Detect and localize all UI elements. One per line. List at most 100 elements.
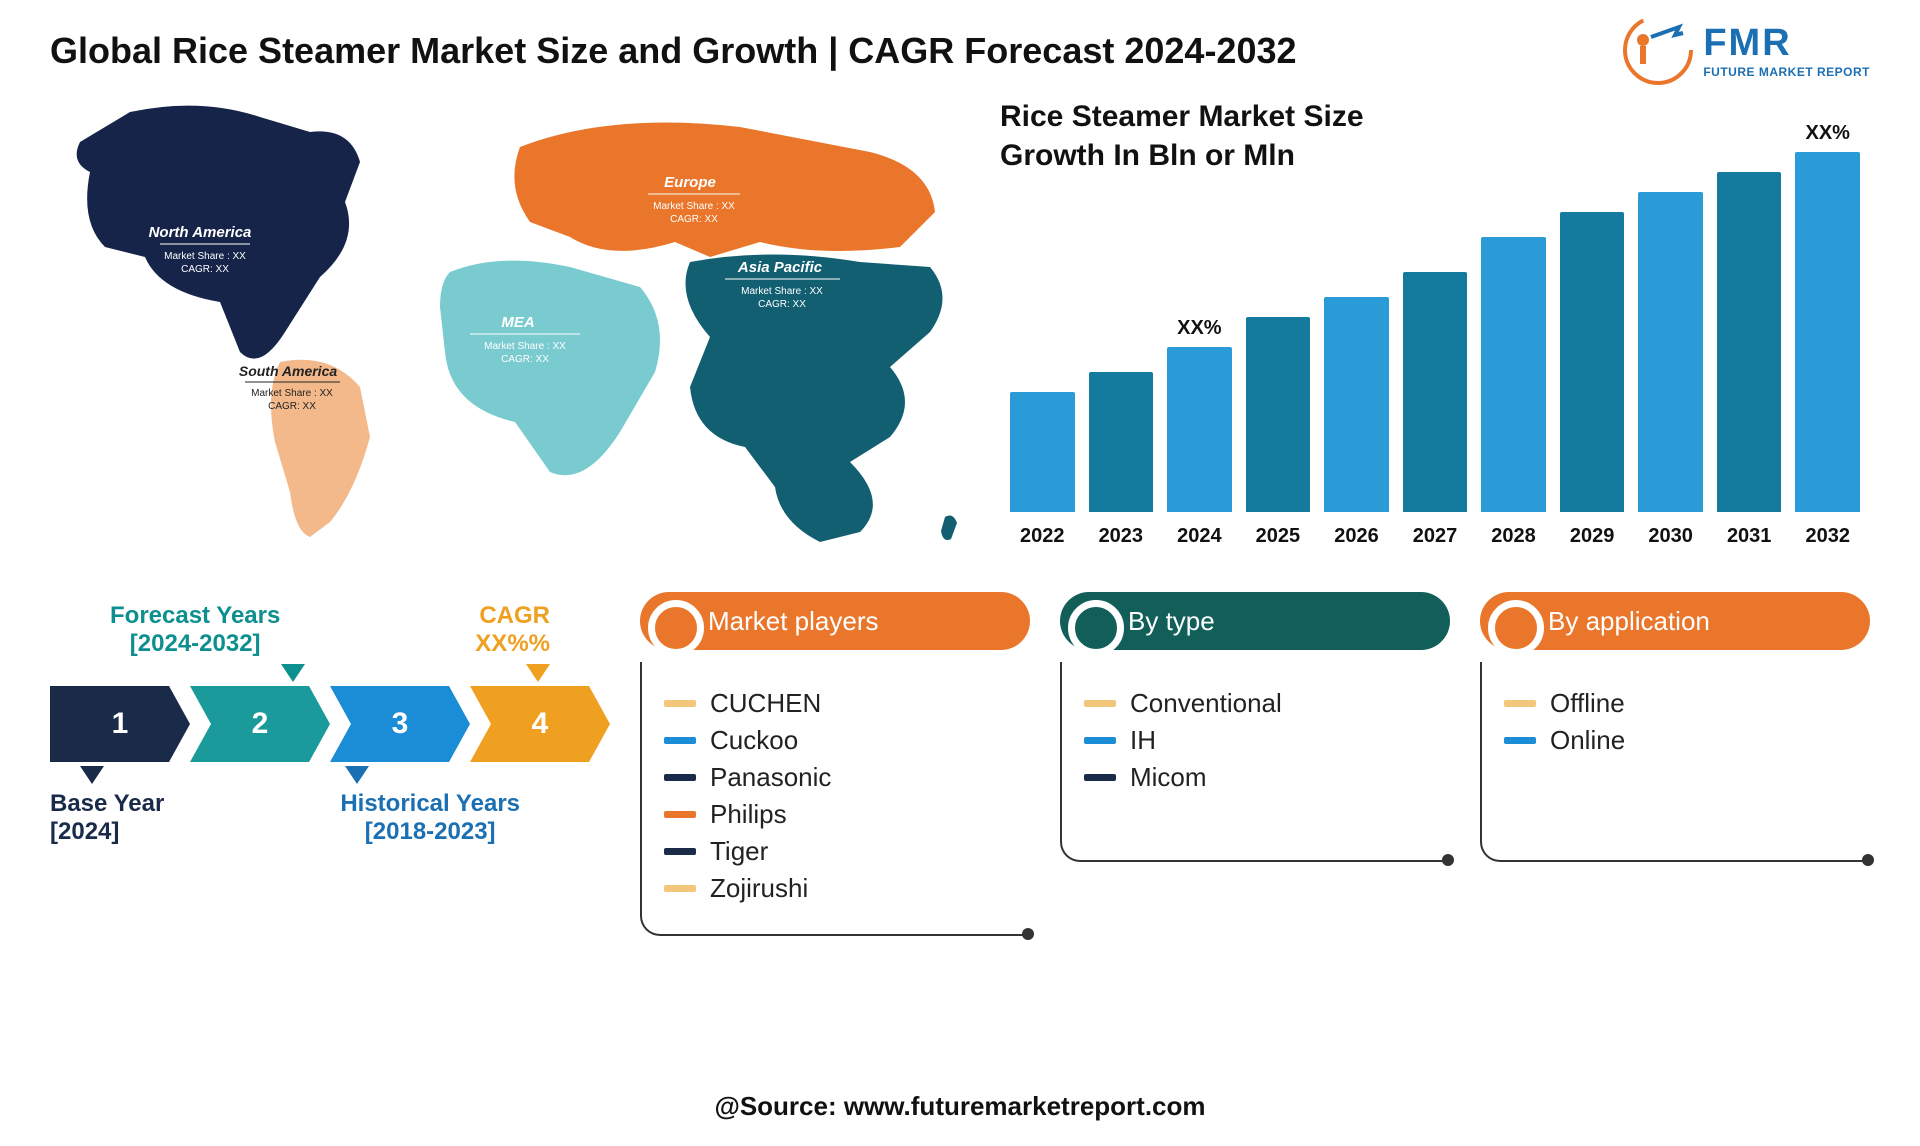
category-item: Zojirushi xyxy=(664,873,1010,904)
timeline-step: 4 xyxy=(470,686,610,762)
bar-annotation: XX% xyxy=(1806,122,1850,145)
region-mea-share: Market Share : XX xyxy=(484,341,566,352)
bar-column: 2027 xyxy=(1403,272,1468,512)
timeline-step: 3 xyxy=(330,686,470,762)
category-item-label: Micom xyxy=(1130,762,1207,793)
triangle-down-icon xyxy=(80,766,104,784)
category-item-label: Zojirushi xyxy=(710,873,808,904)
region-asia-pacific xyxy=(686,255,943,543)
triangle-down-icon xyxy=(526,664,550,682)
region-na-label: North America xyxy=(149,224,252,241)
chart-bar xyxy=(1167,347,1232,512)
category-header: By application xyxy=(1480,592,1870,650)
chart-bar xyxy=(1795,152,1860,512)
dash-icon xyxy=(1504,737,1536,744)
triangle-down-icon xyxy=(281,664,305,682)
bar-column: 2022 xyxy=(1010,392,1075,512)
region-south-america xyxy=(271,360,370,537)
bar-column: 2030 xyxy=(1638,192,1703,512)
category-item: CUCHEN xyxy=(664,688,1010,719)
bar-year-label: 2023 xyxy=(1099,525,1144,548)
bar-column: 2029 xyxy=(1560,212,1625,512)
bar-year-label: 2027 xyxy=(1413,525,1458,548)
world-map-svg: North America Market Share : XX CAGR: XX… xyxy=(50,92,970,552)
triangle-down-icon xyxy=(345,766,369,784)
bar-year-label: 2026 xyxy=(1334,525,1379,548)
category-item: Philips xyxy=(664,799,1010,830)
category-by-type: By type Conventional IH Micom xyxy=(1060,592,1450,862)
dash-icon xyxy=(1084,737,1116,744)
region-na-cagr: CAGR: XX xyxy=(181,264,229,275)
dash-icon xyxy=(1084,774,1116,781)
category-item-label: Panasonic xyxy=(710,762,831,793)
growth-bar-chart: Rice Steamer Market Size Growth In Bln o… xyxy=(1000,92,1870,552)
dash-icon xyxy=(664,885,696,892)
timeline-step: 1 xyxy=(50,686,190,762)
chevron-steps: 1234 xyxy=(50,686,610,762)
category-market-players: Market players CUCHEN Cuckoo Panasonic Phil… xyxy=(640,592,1030,936)
logo-text-sub: FUTURE MARKET REPORT xyxy=(1703,65,1870,79)
dash-icon xyxy=(664,811,696,818)
bar-year-label: 2032 xyxy=(1805,525,1850,548)
category-item-label: Offline xyxy=(1550,688,1625,719)
chart-bar xyxy=(1089,372,1154,512)
category-item: IH xyxy=(1084,725,1430,756)
chart-bar xyxy=(1638,192,1703,512)
region-mea-label: MEA xyxy=(501,314,534,331)
region-ap-share: Market Share : XX xyxy=(741,286,823,297)
region-mea-cagr: CAGR: XX xyxy=(501,354,549,365)
region-na-share: Market Share : XX xyxy=(164,251,246,262)
region-eu-label: Europe xyxy=(664,174,716,191)
bar-column: 2024XX% xyxy=(1167,347,1232,512)
bar-column: 2023 xyxy=(1089,372,1154,512)
region-ap-label: Asia Pacific xyxy=(737,259,823,276)
timeline: Forecast Years [2024-2032] CAGR XX%% 123… xyxy=(50,592,610,846)
category-item: Micom xyxy=(1084,762,1430,793)
world-map: North America Market Share : XX CAGR: XX… xyxy=(50,92,970,552)
dash-icon xyxy=(664,737,696,744)
bar-column: 2026 xyxy=(1324,297,1389,512)
dash-icon xyxy=(664,848,696,855)
region-sa-label: South America xyxy=(239,363,337,379)
category-header: By type xyxy=(1060,592,1450,650)
region-sa-cagr: CAGR: XX xyxy=(268,401,316,412)
region-sa-share: Market Share : XX xyxy=(251,388,333,399)
bar-year-label: 2029 xyxy=(1570,525,1615,548)
category-item: Offline xyxy=(1504,688,1850,719)
category-item: Tiger xyxy=(664,836,1010,867)
logo-mark-icon xyxy=(1623,15,1693,85)
region-nz xyxy=(941,515,957,540)
bar-year-label: 2028 xyxy=(1491,525,1536,548)
source-attribution: @Source: www.futuremarketreport.com xyxy=(0,1091,1920,1122)
category-item: Panasonic xyxy=(664,762,1010,793)
region-eu-share: Market Share : XX xyxy=(653,201,735,212)
region-europe xyxy=(514,123,935,258)
category-item-label: CUCHEN xyxy=(710,688,821,719)
dash-icon xyxy=(1084,700,1116,707)
category-item: Cuckoo xyxy=(664,725,1010,756)
category-item-label: Online xyxy=(1550,725,1625,756)
region-ap-cagr: CAGR: XX xyxy=(758,299,806,310)
category-header: Market players xyxy=(640,592,1030,650)
chart-bar xyxy=(1010,392,1075,512)
bar-year-label: 2031 xyxy=(1727,525,1772,548)
region-eu-cagr: CAGR: XX xyxy=(670,214,718,225)
bar-annotation: XX% xyxy=(1177,317,1221,340)
logo: FMR FUTURE MARKET REPORT xyxy=(1623,15,1870,85)
region-mea xyxy=(440,261,660,476)
logo-text-main: FMR xyxy=(1703,22,1870,65)
dash-icon xyxy=(664,774,696,781)
category-item-label: Conventional xyxy=(1130,688,1282,719)
chart-bar xyxy=(1717,172,1782,512)
page-title: Global Rice Steamer Market Size and Grow… xyxy=(50,30,1870,72)
bar-year-label: 2025 xyxy=(1256,525,1301,548)
bar-column: 2028 xyxy=(1481,237,1546,512)
chart-bar xyxy=(1481,237,1546,512)
bar-column: 2032XX% xyxy=(1795,152,1860,512)
category-item: Conventional xyxy=(1084,688,1430,719)
category-item: Online xyxy=(1504,725,1850,756)
category-item-label: Cuckoo xyxy=(710,725,798,756)
category-item-label: Philips xyxy=(710,799,787,830)
bar-column: 2025 xyxy=(1246,317,1311,512)
category-by-application: By application Offline Online xyxy=(1480,592,1870,862)
